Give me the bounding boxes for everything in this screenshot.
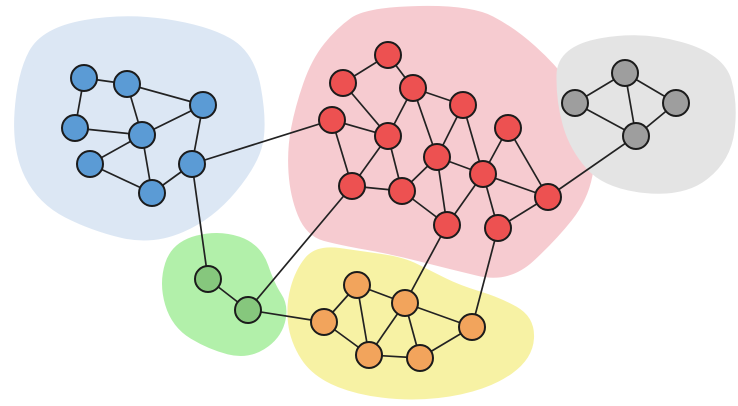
graph-node-O2 (391, 289, 419, 317)
graph-node-B7 (178, 150, 206, 178)
graph-edge-R14-O6 (471, 227, 499, 328)
graph-edge-B7-R5 (191, 119, 333, 165)
graph-node-O4 (355, 341, 383, 369)
graph-node-Y3 (662, 89, 690, 117)
graph-node-R12 (534, 183, 562, 211)
graph-node-Y4 (622, 122, 650, 150)
cluster-blob-gray (556, 35, 736, 194)
graph-node-R1 (374, 41, 402, 69)
graph-node-B8 (138, 179, 166, 207)
graph-edge-B7-G1 (191, 163, 209, 280)
graph-node-R13 (433, 211, 461, 239)
graph-node-B5 (128, 121, 156, 149)
graph-node-R10 (338, 172, 366, 200)
cluster-blob-green (162, 233, 287, 356)
node-layer (61, 41, 690, 372)
graph-edge-R13-O2 (404, 224, 448, 304)
graph-node-R9 (469, 160, 497, 188)
graph-node-R7 (374, 122, 402, 150)
graph-node-G1 (194, 265, 222, 293)
graph-node-R8 (423, 143, 451, 171)
graph-node-O3 (310, 308, 338, 336)
graph-node-R3 (399, 74, 427, 102)
graph-node-B3 (189, 91, 217, 119)
graph-node-B6 (76, 150, 104, 178)
graph-node-R11 (388, 177, 416, 205)
cluster-blob-red (288, 5, 595, 278)
graph-node-G2 (234, 296, 262, 324)
graph-node-Y1 (611, 59, 639, 87)
graph-node-O6 (458, 313, 486, 341)
graph-node-B1 (70, 64, 98, 92)
graph-node-R4 (449, 91, 477, 119)
graph-node-R6 (494, 114, 522, 142)
graph-node-Y2 (561, 89, 589, 117)
graph-node-O5 (406, 344, 434, 372)
graph-node-O1 (343, 271, 371, 299)
graph-node-R5 (318, 106, 346, 134)
graph-edge-G2-R10 (247, 185, 353, 311)
graph-node-R2 (329, 69, 357, 97)
graph-node-B2 (113, 70, 141, 98)
graph-edge-R12-Y4 (547, 135, 637, 198)
graph-node-R14 (484, 214, 512, 242)
graph-node-B4 (61, 114, 89, 142)
